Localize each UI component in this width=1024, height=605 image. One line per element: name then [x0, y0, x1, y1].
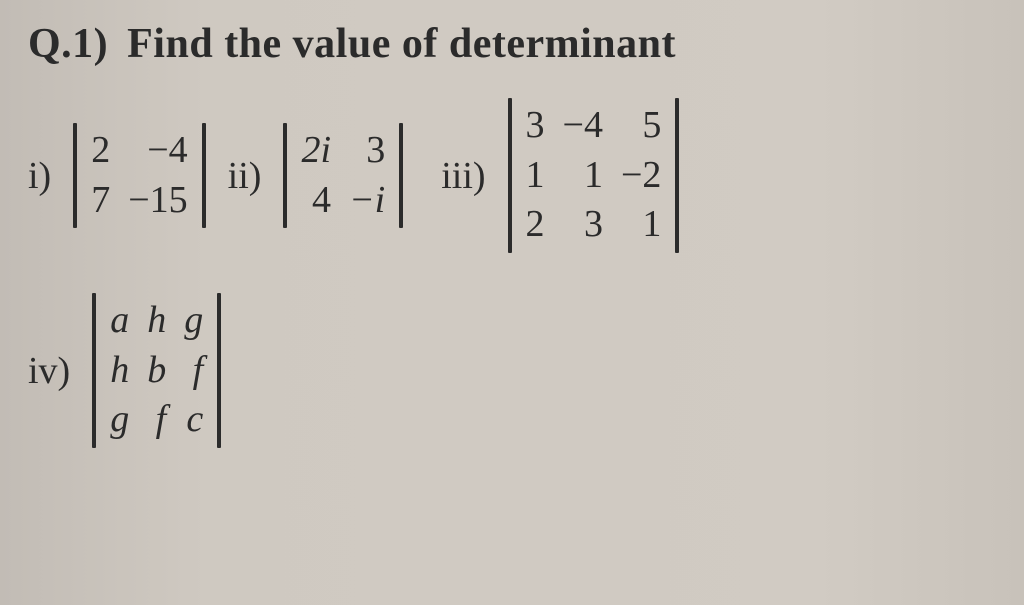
determinant: 2 −4 7 −15 — [73, 123, 205, 228]
matrix-cell: 5 — [642, 104, 661, 148]
matrix-cell: h — [147, 299, 166, 343]
determinant: a h g h b f g f c — [92, 293, 221, 448]
problems-row-1: i) 2 −4 7 −15 ii) 2i 3 4 −i — [28, 98, 996, 253]
matrix-cell: 1 — [526, 154, 545, 198]
matrix-cell: g — [184, 299, 203, 343]
matrix-2x2: 2i 3 4 −i — [287, 123, 399, 228]
problem-label: i) — [28, 154, 51, 198]
matrix-cell: g — [110, 398, 129, 442]
matrix-cell: 2i — [301, 129, 331, 173]
matrix-cell: a — [110, 299, 129, 343]
matrix-cell: 2 — [91, 129, 110, 173]
matrix-cell: f — [156, 398, 167, 442]
problem-label: iv) — [28, 349, 70, 393]
matrix-cell: 7 — [91, 179, 110, 223]
matrix-3x3: a h g h b f g f c — [96, 293, 217, 448]
matrix-cell: b — [147, 349, 166, 393]
question-label: Q.1) — [28, 21, 108, 67]
page: Q.1) Find the value of determinant i) 2 … — [0, 0, 1024, 605]
matrix-cell: 1 — [584, 154, 603, 198]
problem-label: ii) — [228, 154, 262, 198]
matrix-cell: −i — [349, 179, 385, 223]
det-right-bar — [399, 123, 403, 228]
problem-i: i) 2 −4 7 −15 — [28, 123, 206, 228]
problem-ii: ii) 2i 3 4 −i — [228, 123, 404, 228]
matrix-cell: c — [186, 398, 203, 442]
matrix-cell: 2 — [526, 203, 545, 247]
determinant: 2i 3 4 −i — [283, 123, 403, 228]
matrix-cell: f — [193, 349, 204, 393]
question-heading: Q.1) Find the value of determinant — [28, 20, 996, 68]
matrix-cell: 3 — [584, 203, 603, 247]
det-right-bar — [217, 293, 221, 448]
problems-row-2: iv) a h g h b f g f c — [28, 293, 996, 448]
matrix-cell: 3 — [366, 129, 385, 173]
matrix-cell: −4 — [147, 129, 187, 173]
question-text: Find the value of determinant — [127, 21, 676, 67]
matrix-cell: 1 — [642, 203, 661, 247]
determinant: 3 −4 5 1 1 −2 2 3 1 — [508, 98, 680, 253]
matrix-cell: 4 — [312, 179, 331, 223]
matrix-cell: −15 — [128, 179, 187, 223]
matrix-cell: −2 — [621, 154, 661, 198]
matrix-3x3: 3 −4 5 1 1 −2 2 3 1 — [512, 98, 676, 253]
det-right-bar — [202, 123, 206, 228]
matrix-cell: h — [110, 349, 129, 393]
problem-iv: iv) a h g h b f g f c — [28, 293, 221, 448]
problem-iii: iii) 3 −4 5 1 1 −2 2 3 1 — [441, 98, 679, 253]
problem-label: iii) — [441, 154, 485, 198]
matrix-2x2: 2 −4 7 −15 — [77, 123, 201, 228]
matrix-cell: 3 — [526, 104, 545, 148]
matrix-cell: −4 — [563, 104, 603, 148]
det-right-bar — [675, 98, 679, 253]
